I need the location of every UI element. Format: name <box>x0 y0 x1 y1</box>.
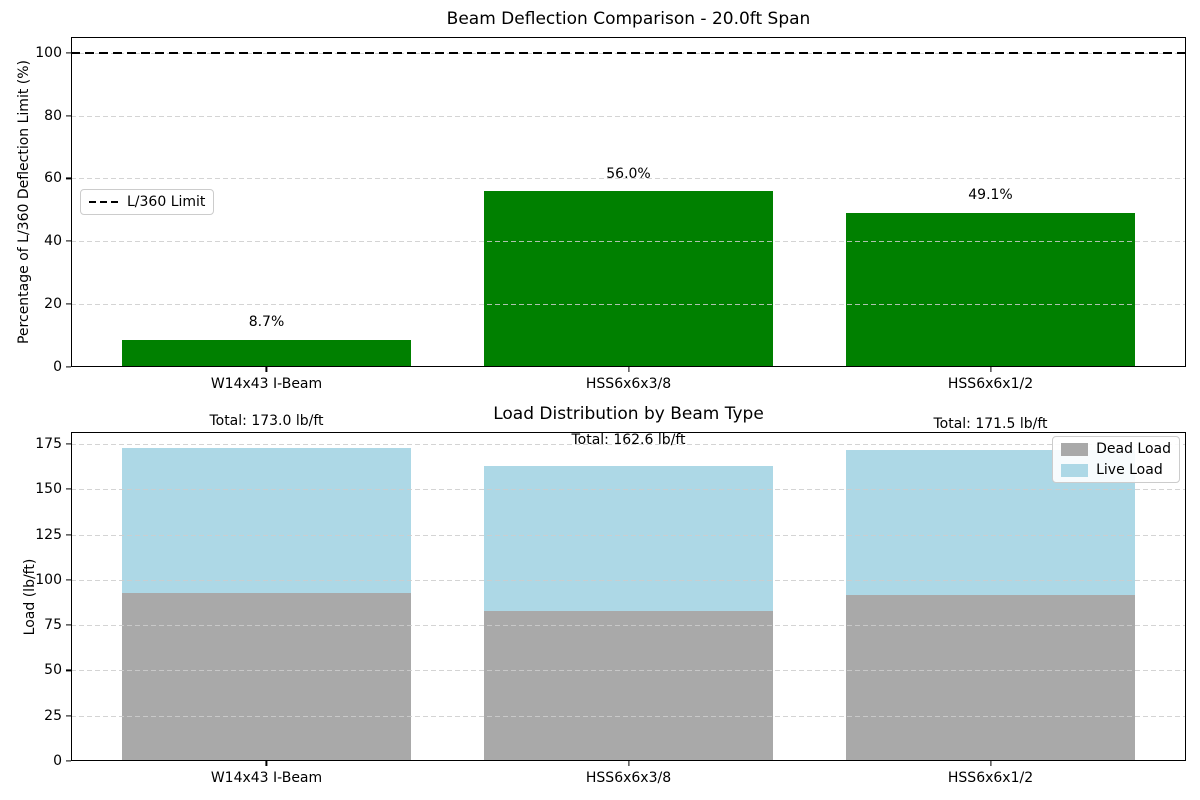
y-tick-label-125: 125 <box>35 526 62 543</box>
stacked-bar-1-dead-load <box>483 611 774 761</box>
legend-label: Dead Load <box>1096 441 1171 457</box>
legend-label: Live Load <box>1096 462 1163 478</box>
y-tick-label-0: 0 <box>53 359 62 375</box>
y-tick-mark-0 <box>66 366 71 368</box>
gridline-y-20 <box>71 304 1186 306</box>
y-tick-mark-40 <box>66 240 71 242</box>
y-tick-label-175: 175 <box>35 435 62 452</box>
gridline-y-100 <box>71 579 1186 581</box>
y-tick-mark-100 <box>66 579 71 581</box>
x-tick-mark-1 <box>627 367 630 372</box>
deflection-y-axis-label: Percentage of L/360 Deflection Limit (%) <box>16 59 32 345</box>
load-legend: Dead Load Live Load <box>1052 436 1180 483</box>
y-tick-label-25: 25 <box>44 707 62 724</box>
gridline-y-125 <box>71 534 1186 536</box>
y-tick-mark-175 <box>66 443 71 445</box>
load-distribution-chart: Load Distribution by Beam Type Load (lb/… <box>22 404 1186 786</box>
deflection-bar-2 <box>845 212 1136 367</box>
y-tick-mark-125 <box>66 533 71 536</box>
deflection-chart-title: Beam Deflection Comparison - 20.0ft Span <box>446 9 811 29</box>
y-tick-label-20: 20 <box>44 296 62 313</box>
x-tick-mark-0 <box>265 761 268 766</box>
y-tick-mark-25 <box>66 715 71 717</box>
y-tick-label-40: 40 <box>44 233 62 250</box>
gridline-y-80 <box>71 115 1186 117</box>
deflection-bar-1 <box>483 191 774 367</box>
dashed-line-swatch-icon <box>89 201 119 203</box>
deflection-legend: L/360 Limit <box>80 189 215 215</box>
color-patch-icon <box>1061 463 1089 477</box>
total-label-2: Total: 171.5 lb/ft <box>933 416 1048 433</box>
y-tick-mark-80 <box>66 114 71 117</box>
total-label-0: Total: 173.0 lb/ft <box>209 413 324 430</box>
y-tick-label-80: 80 <box>44 107 62 124</box>
x-tick-label-2: HSS6x6x1/2 <box>947 376 1034 392</box>
deflection-bar-0 <box>121 339 412 367</box>
y-tick-mark-0 <box>66 760 71 762</box>
gridline-y-60 <box>71 178 1186 180</box>
y-tick-label-75: 75 <box>44 617 62 634</box>
bar-value-label-2: 49.1% <box>968 187 1013 204</box>
gridline-y-40 <box>71 241 1186 243</box>
y-tick-mark-20 <box>66 303 71 305</box>
deflection-comparison-chart: Beam Deflection Comparison - 20.0ft Span… <box>16 9 1186 392</box>
y-tick-label-60: 60 <box>44 170 62 187</box>
limit-reference-line <box>71 51 1186 54</box>
x-tick-mark-0 <box>265 367 268 372</box>
y-tick-mark-50 <box>66 669 71 671</box>
gridline-y-150 <box>71 489 1186 491</box>
y-tick-label-100: 100 <box>35 44 62 61</box>
x-tick-mark-2 <box>989 761 992 766</box>
load-chart-title: Load Distribution by Beam Type <box>493 404 764 424</box>
bar-value-label-1: 56.0% <box>606 165 651 182</box>
legend-entry-dead-load: Dead Load <box>1061 441 1171 457</box>
y-tick-label-50: 50 <box>44 662 62 679</box>
x-tick-label-1: HSS6x6x3/8 <box>585 376 672 392</box>
y-tick-mark-75 <box>66 624 71 626</box>
x-tick-label-0: W14x43 I-Beam <box>210 376 323 392</box>
gridline-y-175 <box>71 443 1186 445</box>
load-y-axis-label: Load (lb/ft) <box>22 558 38 635</box>
y-tick-mark-100 <box>66 52 71 54</box>
x-tick-label-2: HSS6x6x1/2 <box>947 770 1034 786</box>
legend-entry-live-load: Live Load <box>1061 462 1171 478</box>
y-tick-mark-150 <box>66 488 71 490</box>
stacked-bar-0-dead-load <box>121 592 412 761</box>
y-tick-mark-60 <box>66 177 71 180</box>
gridline-y-75 <box>71 625 1186 627</box>
x-tick-mark-1 <box>627 761 630 766</box>
color-patch-icon <box>1061 442 1089 456</box>
x-tick-mark-2 <box>989 367 992 372</box>
gridline-y-25 <box>71 715 1186 717</box>
stacked-bar-2-dead-load <box>845 595 1136 761</box>
x-tick-label-0: W14x43 I-Beam <box>210 770 323 786</box>
gridline-y-50 <box>71 670 1186 672</box>
total-label-1: Total: 162.6 lb/ft <box>571 432 686 449</box>
y-tick-label-150: 150 <box>35 481 62 498</box>
legend-label: L/360 Limit <box>127 194 206 210</box>
y-tick-label-100: 100 <box>35 571 62 588</box>
legend-entry-l/360-limit: L/360 Limit <box>89 194 205 210</box>
x-tick-label-1: HSS6x6x3/8 <box>585 770 672 786</box>
y-tick-label-0: 0 <box>53 753 62 769</box>
bar-value-label-0: 8.7% <box>248 314 285 331</box>
stacked-bar-1-live-load <box>483 466 774 612</box>
stacked-bar-0-live-load <box>121 447 412 593</box>
